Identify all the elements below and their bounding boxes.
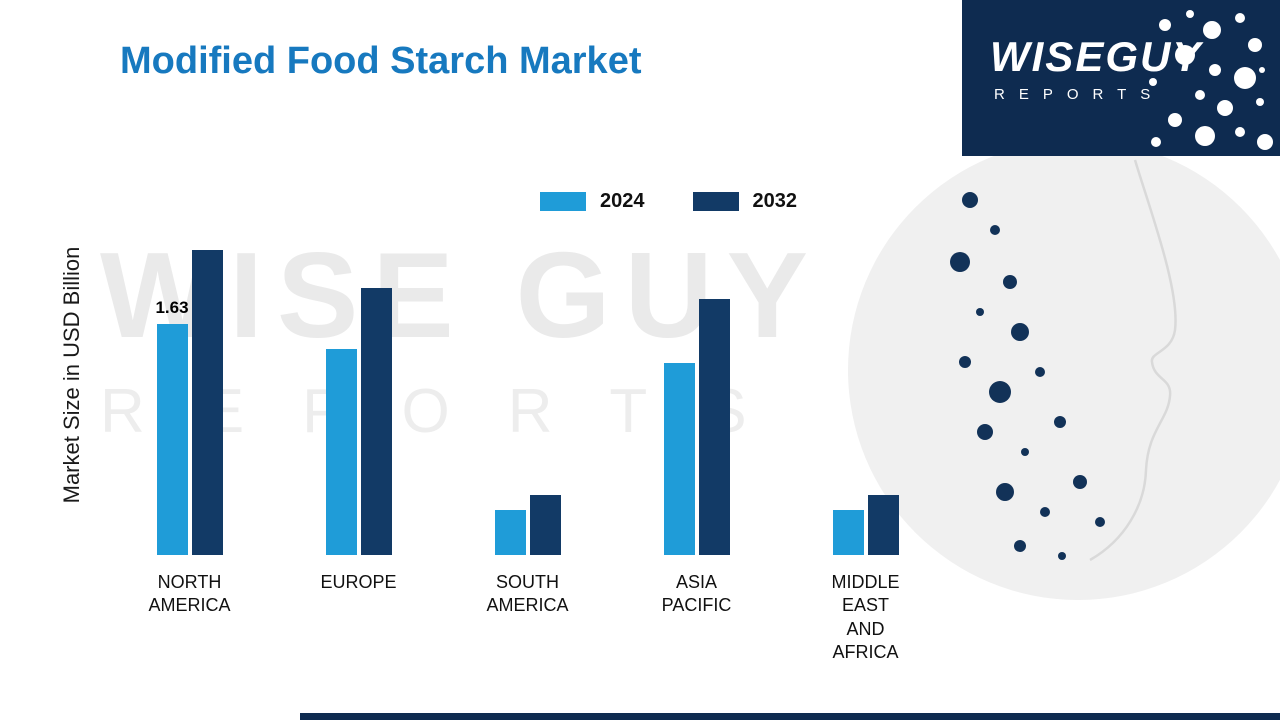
legend-swatch-2032 bbox=[692, 192, 739, 211]
bar-2024-south-america bbox=[494, 509, 526, 555]
legend-item-2032: 2032 bbox=[692, 190, 798, 213]
legend-label-2032: 2032 bbox=[752, 190, 798, 212]
legend-swatch-2024 bbox=[540, 192, 586, 211]
bar-2024-middle-east-and-africa bbox=[832, 509, 864, 555]
bar-value-label: 1.63 bbox=[155, 297, 189, 317]
category-label-middle-east-and-africa: MIDDLE EAST AND AFRICA bbox=[831, 572, 900, 663]
legend: 2024 2032 bbox=[540, 190, 797, 213]
legend-item-2024: 2024 bbox=[540, 190, 645, 213]
category-label-south-america: SOUTH AMERICA bbox=[486, 572, 569, 616]
bar-2032-asia-pacific bbox=[698, 299, 730, 555]
category-label-asia-pacific: ASIA PACIFIC bbox=[661, 572, 732, 616]
bar-chart: 1.63 NORTH AMERICA EUROPE SOUTH AMERICA ASIA… bbox=[105, 200, 950, 662]
y-axis-label: Market Size in USD Billion bbox=[59, 246, 84, 504]
bar-2024-europe bbox=[325, 349, 357, 555]
bar-2032-middle-east-and-africa bbox=[867, 495, 899, 555]
bar-group-middle-east-and-africa: MIDDLE EAST AND AFRICA bbox=[831, 200, 900, 662]
legend-label-2024: 2024 bbox=[600, 190, 645, 212]
bar-2032-north-america bbox=[191, 249, 223, 555]
footer-accent-bar bbox=[300, 713, 1280, 720]
category-label-north-america: NORTH AMERICA bbox=[148, 572, 231, 616]
bar-2032-europe bbox=[360, 288, 392, 555]
brand-logo-text: WISEGUY bbox=[990, 33, 1203, 80]
bar-group-north-america: 1.63 NORTH AMERICA bbox=[148, 200, 231, 615]
category-label-europe: EUROPE bbox=[320, 572, 397, 592]
head-silhouette-circle bbox=[848, 140, 1280, 600]
bar-2032-south-america bbox=[529, 495, 561, 555]
bar-group-asia-pacific: ASIA PACIFIC bbox=[662, 200, 731, 615]
bar-group-south-america: SOUTH AMERICA bbox=[486, 200, 569, 615]
bar-2024-asia-pacific bbox=[663, 363, 695, 555]
brand-logo: WISEGUY REPORTS bbox=[990, 33, 1203, 104]
brand-logo-subtext: REPORTS bbox=[994, 86, 1165, 103]
bar-group-europe: EUROPE bbox=[320, 200, 397, 592]
brand-corner: WISEGUY REPORTS bbox=[962, 0, 1280, 156]
page-title: Modified Food Starch Market bbox=[120, 40, 642, 82]
bar-2024-north-america: 1.63 bbox=[155, 298, 189, 555]
